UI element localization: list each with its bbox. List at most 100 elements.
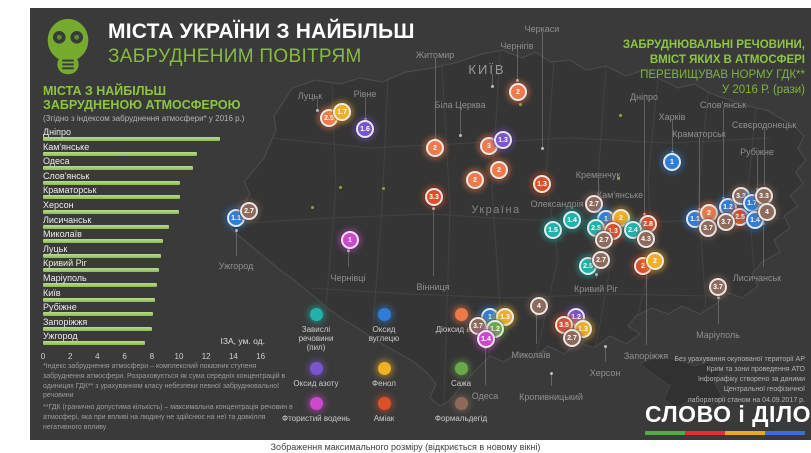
- map-city-label: Рівне: [353, 89, 377, 99]
- map-city-label: КИЇВ: [468, 62, 506, 77]
- city-point-dot: [717, 295, 720, 299]
- bar-row: Луцьк: [43, 244, 275, 258]
- logo-underline-segment: [725, 431, 765, 435]
- legend-dot-co: [377, 308, 391, 321]
- axis-tick: 6: [122, 352, 127, 361]
- settlement-dot: [381, 186, 385, 190]
- chart-heading-line2: ЗАБРУДНЕНОЮ АТМОСФЕРОЮ: [43, 98, 241, 112]
- pollution-marker: 4: [530, 297, 548, 315]
- leader-line: [460, 108, 461, 135]
- map-city-label: Одеса: [471, 391, 499, 401]
- bar-city-label: Одеса: [43, 156, 70, 167]
- leader-line: [764, 128, 765, 188]
- legend-label: Оксид вуглецю: [368, 325, 400, 344]
- bar-row: Слов'янськ: [43, 171, 275, 185]
- right-heading-line: ПЕРЕВИЩУВАВ НОРМУ ГДК**: [640, 69, 805, 81]
- bar-row: Лисичанськ: [43, 215, 275, 229]
- leader-line: [435, 58, 436, 139]
- settlement-dot: [616, 176, 620, 180]
- map-city-label: Дніпро: [630, 92, 658, 102]
- axis-tick: 4: [95, 352, 100, 361]
- bar: [43, 166, 193, 171]
- gas-mask-icon: [47, 18, 89, 75]
- settlement-dot: [338, 185, 342, 189]
- leader-line: [598, 178, 599, 211]
- city-point-dot: [643, 212, 646, 216]
- source-line: лабораторії станом на 04.09.2017 р.: [687, 396, 805, 404]
- map-city-label: Вінниця: [416, 282, 450, 292]
- infographic-title-line1: МІСТА УКРАЇНИ З НАЙБІЛЬШ: [108, 20, 415, 43]
- bar: [43, 283, 158, 287]
- settlement-dot: [618, 113, 622, 117]
- infographic-image[interactable]: МІСТА УКРАЇНИ З НАЙБІЛЬШ ЗАБРУДНЕНИМ ПОВ…: [30, 8, 811, 440]
- pollution-marker: 2: [490, 161, 508, 179]
- leader-line: [365, 97, 366, 119]
- leader-line: [718, 297, 719, 324]
- logo-underline: [645, 431, 805, 435]
- leader-line: [542, 32, 543, 148]
- settlement-dot: [518, 102, 522, 106]
- leader-line: [644, 100, 645, 214]
- bar: [43, 326, 152, 331]
- map-city-label: Олександрія: [530, 199, 584, 209]
- legend-label: Сажа: [450, 378, 472, 388]
- fullsize-image-link[interactable]: Зображення максимального розміру (відкри…: [270, 442, 541, 452]
- legend-label: Завислі речовини (пил): [298, 325, 334, 353]
- pollution-marker: 2.7: [585, 195, 603, 213]
- bar-city-label: Запоріжжя: [43, 316, 88, 327]
- city-point-dot: [762, 221, 765, 225]
- right-heading-line: У 2016 Р. (рази): [721, 84, 805, 96]
- leader-line: [485, 347, 486, 385]
- map-city-label: Краматорськ: [672, 129, 726, 139]
- axis-tick: 16: [256, 352, 266, 361]
- source-line: Без урахування окупованої території АР: [674, 356, 805, 363]
- source-line: Крим та зони проведення АТО: [706, 366, 805, 374]
- map-city-label: Черкаси: [524, 24, 560, 34]
- map-city-label: Харків: [658, 112, 686, 122]
- x-axis: 0 2 4 6 8 10 12 14 16: [40, 352, 275, 362]
- map-city-label: Запоріжжя: [623, 351, 669, 361]
- bar: [43, 210, 179, 214]
- axis-tick: 2: [67, 352, 73, 361]
- source-note: Без урахування окупованої території АР Кр…: [674, 355, 805, 406]
- bar-row: Краматорськ: [43, 185, 275, 200]
- pollution-marker: 2: [646, 252, 664, 270]
- leader-line: [236, 230, 237, 256]
- legend-dot-phenol: [377, 361, 391, 375]
- map-city-label: Чернігів: [500, 41, 534, 51]
- leader-line: [757, 155, 758, 189]
- legend-label: Аміак: [373, 413, 395, 423]
- pollution-marker: 1.5: [544, 221, 562, 239]
- leader-line: [646, 272, 647, 345]
- pollution-marker: 3.7: [709, 278, 727, 296]
- city-point-dot: [595, 272, 598, 276]
- city-point-dot: [541, 146, 544, 150]
- bar-row: Одеса: [43, 156, 275, 171]
- map-city-label: Маріуполь: [696, 330, 740, 340]
- legend-dot-form: [454, 396, 468, 410]
- logo-underline-segment: [765, 431, 805, 435]
- map-city-label: Чернівці: [330, 273, 366, 283]
- chart-heading-line1: МІСТА З НАЙБІЛЬШ: [43, 84, 167, 98]
- legend-dot-no2: [454, 308, 468, 321]
- map-city-label: Сєвєродонецьк: [731, 120, 797, 130]
- bar-row: Херсон: [43, 200, 275, 214]
- legend-item: Оксид вуглецю: [355, 308, 413, 353]
- legend-label: Оксид азоту: [293, 378, 339, 388]
- city-point-dot: [491, 84, 494, 88]
- city-point-dot: [364, 117, 367, 121]
- map-city-label: Миколаїв: [511, 350, 551, 360]
- legend-dot-soot: [454, 361, 468, 375]
- bar: [43, 341, 145, 346]
- legend-dot-nh3: [377, 396, 391, 410]
- map-city-label: Кременчук: [575, 170, 621, 180]
- bar-city-label: Ужгород: [43, 331, 78, 342]
- right-heading-line: ЗАБРУДНЮВАЛЬНІ РЕЧОВИНИ,: [622, 39, 805, 51]
- ukraine-outline: [227, 49, 807, 407]
- axis-tick: 0: [40, 352, 46, 361]
- bar-city-label: Кам'янське: [43, 141, 90, 152]
- leader-line: [433, 208, 434, 276]
- leader-line: [317, 99, 318, 110]
- region-borders: [229, 51, 791, 403]
- city-point-dot: [459, 133, 462, 137]
